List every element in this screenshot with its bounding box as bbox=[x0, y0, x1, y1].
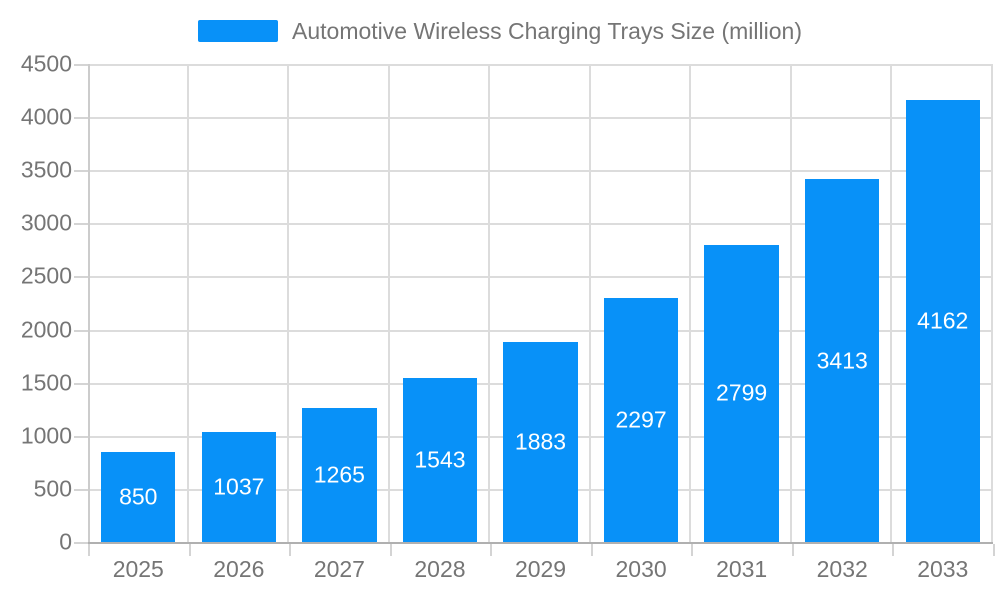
bar-2027[interactable]: 1265 bbox=[302, 407, 377, 542]
grid-line-vertical bbox=[186, 64, 189, 542]
legend-swatch-icon bbox=[198, 20, 278, 42]
bar-2031[interactable]: 2799 bbox=[704, 244, 779, 542]
bar-cell: 1037 bbox=[189, 64, 290, 542]
grid-line-vertical bbox=[287, 64, 290, 542]
bar-cell: 850 bbox=[88, 64, 189, 542]
grid-line-vertical bbox=[588, 64, 591, 542]
y-tick-label: 1000 bbox=[20, 422, 72, 449]
x-axis-tick bbox=[490, 544, 493, 556]
grid-line-vertical bbox=[689, 64, 692, 542]
bar-cell: 4162 bbox=[893, 64, 994, 542]
grid-line-horizontal bbox=[88, 276, 993, 279]
y-axis-tick bbox=[74, 542, 88, 544]
bar-series: 850 1037 1265 1543 1883 2297 2799 3413 4162 bbox=[88, 64, 993, 542]
y-axis-tick bbox=[74, 276, 88, 279]
bar-cell: 1883 bbox=[490, 64, 591, 542]
x-tick-label: 2029 bbox=[514, 556, 567, 582]
y-tick-label: 2500 bbox=[20, 262, 72, 289]
grid-line-horizontal bbox=[88, 170, 993, 173]
grid-line-vertical bbox=[789, 64, 792, 542]
y-axis-labels: 0 500 1000 1500 2000 2500 3000 3500 4000 4500 bbox=[0, 51, 72, 555]
y-axis-tick bbox=[74, 435, 88, 438]
y-axis-tick bbox=[74, 382, 88, 385]
bar-cell: 3413 bbox=[792, 64, 893, 542]
grid-line-vertical bbox=[488, 64, 491, 542]
y-tick-label: 4000 bbox=[20, 103, 72, 130]
y-tick-label: 2000 bbox=[20, 316, 72, 343]
bar-cell: 2297 bbox=[591, 64, 692, 542]
x-axis-labels: 2025 2026 2027 2028 2029 2030 2031 2032 2033 bbox=[88, 550, 993, 584]
x-axis-tick bbox=[993, 544, 995, 556]
legend-label: Automotive Wireless Charging Trays Size … bbox=[292, 18, 802, 44]
y-axis-tick bbox=[74, 117, 88, 120]
bar-2028[interactable]: 1543 bbox=[402, 378, 478, 542]
y-tick-label: 500 bbox=[33, 475, 72, 502]
bar-2029[interactable]: 1883 bbox=[503, 341, 578, 542]
x-axis-tick bbox=[289, 544, 292, 556]
bar-2032[interactable]: 3413 bbox=[805, 179, 880, 542]
y-tick-label: 0 bbox=[59, 528, 72, 555]
y-axis-tick bbox=[74, 64, 88, 66]
y-axis-line bbox=[88, 64, 90, 556]
bar-value-label: 1265 bbox=[313, 461, 365, 488]
bar-2033[interactable]: 4162 bbox=[905, 99, 980, 542]
x-axis-line bbox=[88, 542, 993, 544]
y-axis-tick bbox=[74, 223, 88, 226]
x-axis-tick bbox=[691, 544, 694, 556]
grid-line-horizontal bbox=[88, 223, 993, 226]
bar-value-label: 1037 bbox=[213, 473, 265, 500]
y-tick-label: 4500 bbox=[20, 50, 72, 77]
x-tick-label: 2031 bbox=[716, 556, 768, 582]
bar-value-label: 2297 bbox=[615, 406, 667, 433]
x-axis-tick bbox=[590, 544, 593, 556]
bar-value-label: 1883 bbox=[514, 428, 567, 455]
y-tick-label: 3500 bbox=[20, 156, 72, 183]
bar-value-label: 3413 bbox=[816, 347, 868, 374]
grid-line-vertical bbox=[890, 64, 893, 542]
y-tick-label: 3000 bbox=[20, 209, 72, 236]
x-axis-tick bbox=[389, 544, 392, 556]
x-tick-label: 2026 bbox=[213, 556, 265, 582]
bar-cell: 2799 bbox=[691, 64, 792, 542]
y-axis-tick bbox=[74, 488, 88, 491]
bar-cell: 1265 bbox=[289, 64, 390, 542]
grid-line-horizontal bbox=[88, 64, 993, 66]
bar-value-label: 850 bbox=[119, 483, 158, 510]
bar-2026[interactable]: 1037 bbox=[201, 431, 277, 542]
x-axis-tick bbox=[892, 544, 895, 556]
x-tick-label: 2027 bbox=[313, 556, 365, 582]
grid-line-vertical bbox=[991, 64, 993, 542]
x-tick-label: 2030 bbox=[615, 556, 667, 582]
x-tick-label: 2032 bbox=[816, 556, 868, 582]
x-axis-tick bbox=[188, 544, 191, 556]
grid-line-horizontal bbox=[88, 117, 993, 120]
y-axis-tick bbox=[74, 329, 88, 332]
bar-value-label: 4162 bbox=[917, 307, 969, 334]
bar-value-label: 2799 bbox=[716, 379, 768, 406]
grid-line-horizontal bbox=[88, 329, 993, 332]
x-axis-tick bbox=[791, 544, 794, 556]
x-tick-label: 2025 bbox=[112, 556, 164, 582]
y-tick-label: 1500 bbox=[20, 369, 72, 396]
x-tick-label: 2033 bbox=[917, 556, 969, 582]
bar-value-label: 1543 bbox=[414, 446, 466, 473]
y-axis-tick bbox=[74, 170, 88, 173]
bar-2025[interactable]: 850 bbox=[101, 451, 176, 542]
x-axis-tick bbox=[88, 544, 90, 556]
legend[interactable]: Automotive Wireless Charging Trays Size … bbox=[0, 18, 1000, 44]
bar-cell: 1543 bbox=[390, 64, 491, 542]
bar-2030[interactable]: 2297 bbox=[603, 298, 679, 542]
grid-line-vertical bbox=[387, 64, 390, 542]
x-tick-label: 2028 bbox=[414, 556, 466, 582]
plot-area: 850 1037 1265 1543 1883 2297 2799 3413 4162 bbox=[88, 64, 993, 542]
